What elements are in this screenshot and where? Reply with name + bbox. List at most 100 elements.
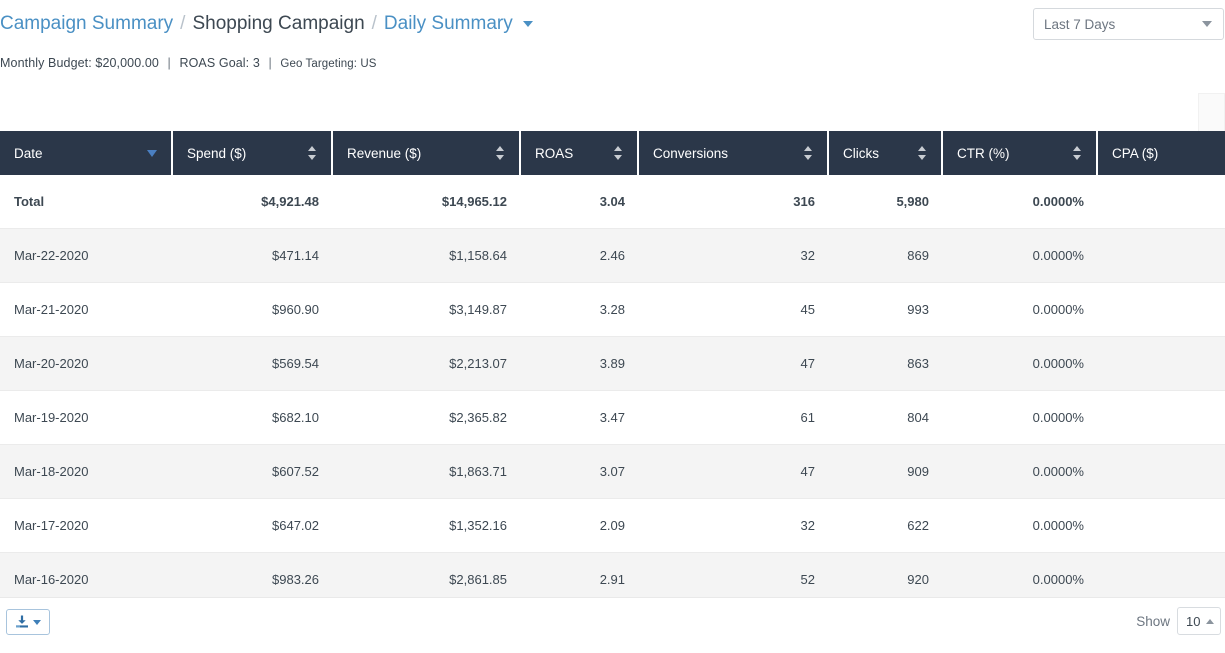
column-header-cpa[interactable]: CPA ($) xyxy=(1098,131,1225,175)
download-icon xyxy=(16,615,28,628)
geo-targeting-label: Geo Targeting: US xyxy=(280,58,377,70)
column-header-revenue[interactable]: Revenue ($) xyxy=(333,131,521,175)
cell-value: 3.28 xyxy=(521,283,639,337)
breadcrumb: Campaign Summary / Shopping Campaign / D… xyxy=(0,10,533,38)
cell-value: $4,921.48 xyxy=(173,175,333,229)
column-header-label: ROAS xyxy=(535,145,574,161)
cell-value: 863 xyxy=(829,337,943,391)
table-header-row: Date Spend ($) Revenue ($) ROAS Conversions C… xyxy=(0,131,1225,175)
meta-separator-1: | xyxy=(167,56,171,70)
cell-value: 47 xyxy=(639,337,829,391)
column-header-label: Clicks xyxy=(843,145,879,161)
cell-value: 5,980 xyxy=(829,175,943,229)
page-size-select[interactable]: 10 xyxy=(1177,607,1221,635)
sort-toggle-icon[interactable] xyxy=(308,146,317,160)
cell-value: $12.93 xyxy=(1098,445,1225,499)
column-header-spend[interactable]: Spend ($) xyxy=(173,131,333,175)
table-row[interactable]: Mar-16-2020 $983.26 $2,861.85 2.91 52 920 0.00… xyxy=(0,553,1225,597)
date-range-select[interactable]: Last 7 Days xyxy=(1033,8,1224,40)
cell-date: Total xyxy=(0,175,173,229)
breadcrumb-link-shopping-campaign[interactable]: Shopping Campaign xyxy=(192,13,365,34)
export-button[interactable] xyxy=(6,609,50,635)
table-row[interactable]: Mar-18-2020 $607.52 $1,863.71 3.07 47 909 0.00… xyxy=(0,445,1225,499)
cell-value: 804 xyxy=(829,391,943,445)
column-header-label: Spend ($) xyxy=(187,145,247,161)
sort-descending-icon[interactable] xyxy=(147,149,157,157)
cell-value: $647.02 xyxy=(173,499,333,553)
cell-value: $471.14 xyxy=(173,229,333,283)
cell-value: $983.26 xyxy=(173,553,333,597)
column-header-ctr[interactable]: CTR (%) xyxy=(943,131,1098,175)
sort-toggle-icon[interactable] xyxy=(614,146,623,160)
cell-value: 2.09 xyxy=(521,499,639,553)
cell-value: 0.0000% xyxy=(943,553,1098,597)
data-table-container[interactable]: Date Spend ($) Revenue ($) ROAS Conversions C… xyxy=(0,131,1225,597)
sort-toggle-icon[interactable] xyxy=(496,146,505,160)
table-row[interactable]: Mar-20-2020 $569.54 $2,213.07 3.89 47 863 0.00… xyxy=(0,337,1225,391)
show-label: Show xyxy=(1136,613,1170,629)
table-row[interactable]: Mar-22-2020 $471.14 $1,158.64 2.46 32 869 0.00… xyxy=(0,229,1225,283)
page-size-value: 10 xyxy=(1186,613,1201,629)
cell-value: $21.35 xyxy=(1098,283,1225,337)
cell-value: $2,861.85 xyxy=(333,553,521,597)
cell-value: 2.46 xyxy=(521,229,639,283)
page-size-control: Show 10 xyxy=(1136,607,1221,635)
cell-value: 52 xyxy=(639,553,829,597)
cell-value: $1,352.16 xyxy=(333,499,521,553)
breadcrumb-current-daily-summary[interactable]: Daily Summary xyxy=(383,13,513,34)
column-header-roas[interactable]: ROAS xyxy=(521,131,639,175)
cell-value: $2,365.82 xyxy=(333,391,521,445)
cell-value: $3,149.87 xyxy=(333,283,521,337)
column-header-clicks[interactable]: Clicks xyxy=(829,131,943,175)
sort-toggle-icon[interactable] xyxy=(1073,146,1082,160)
cell-date: Mar-16-2020 xyxy=(0,553,173,597)
cell-value: 0.0000% xyxy=(943,283,1098,337)
cell-value: $12.12 xyxy=(1098,337,1225,391)
table-header: Date Spend ($) Revenue ($) ROAS Conversions C… xyxy=(0,131,1225,175)
cell-value: $607.52 xyxy=(173,445,333,499)
cell-value: $682.10 xyxy=(173,391,333,445)
table-total-row[interactable]: Total $4,921.48 $14,965.12 3.04 316 5,980 0.00… xyxy=(0,175,1225,229)
cell-value: 3.89 xyxy=(521,337,639,391)
table-row[interactable]: Mar-21-2020 $960.90 $3,149.87 3.28 45 993 0.00… xyxy=(0,283,1225,337)
cell-value: 869 xyxy=(829,229,943,283)
cell-value: 0.0000% xyxy=(943,229,1098,283)
campaign-meta: Monthly Budget: $20,000.00 | ROAS Goal: … xyxy=(0,56,377,70)
cell-value: 3.04 xyxy=(521,175,639,229)
monthly-budget-label: Monthly Budget: $20,000.00 xyxy=(0,56,159,70)
table-row[interactable]: Mar-19-2020 $682.10 $2,365.82 3.47 61 804 0.00… xyxy=(0,391,1225,445)
table-footer: Show 10 xyxy=(0,597,1225,653)
breadcrumb-separator-2: / xyxy=(371,13,377,34)
breadcrumb-link-campaign-summary[interactable]: Campaign Summary xyxy=(0,13,174,34)
cell-value: 622 xyxy=(829,499,943,553)
cell-date: Mar-21-2020 xyxy=(0,283,173,337)
table-body: Total $4,921.48 $14,965.12 3.04 316 5,980 0.00… xyxy=(0,175,1225,597)
cell-value: 909 xyxy=(829,445,943,499)
cell-value: 3.07 xyxy=(521,445,639,499)
cell-value: 0.0000% xyxy=(943,445,1098,499)
cell-value: 316 xyxy=(639,175,829,229)
breadcrumb-chevron-down-icon[interactable] xyxy=(522,21,533,27)
date-range-value: Last 7 Days xyxy=(1044,16,1116,32)
column-header-label: Revenue ($) xyxy=(347,145,422,161)
sort-toggle-icon[interactable] xyxy=(918,146,927,160)
page-header: Campaign Summary / Shopping Campaign / D… xyxy=(0,0,1225,131)
cell-value: $569.54 xyxy=(173,337,333,391)
cell-value: 32 xyxy=(639,229,829,283)
column-header-conversions[interactable]: Conversions xyxy=(639,131,829,175)
table-row[interactable]: Mar-17-2020 $647.02 $1,352.16 2.09 32 622 0.00… xyxy=(0,499,1225,553)
column-chooser-button[interactable] xyxy=(1198,93,1225,131)
sort-toggle-icon[interactable] xyxy=(804,146,813,160)
column-header-label: Date xyxy=(14,145,43,161)
cell-date: Mar-22-2020 xyxy=(0,229,173,283)
cell-value: $14.72 xyxy=(1098,229,1225,283)
cell-value: $15.57 xyxy=(1098,175,1225,229)
cell-value: $2,213.07 xyxy=(333,337,521,391)
column-header-label: CPA ($) xyxy=(1112,145,1159,161)
cell-value: $20.22 xyxy=(1098,499,1225,553)
column-header-date[interactable]: Date xyxy=(0,131,173,175)
cell-value: $18.91 xyxy=(1098,553,1225,597)
cell-date: Mar-18-2020 xyxy=(0,445,173,499)
chevron-down-icon xyxy=(33,619,41,625)
cell-value: $1,863.71 xyxy=(333,445,521,499)
